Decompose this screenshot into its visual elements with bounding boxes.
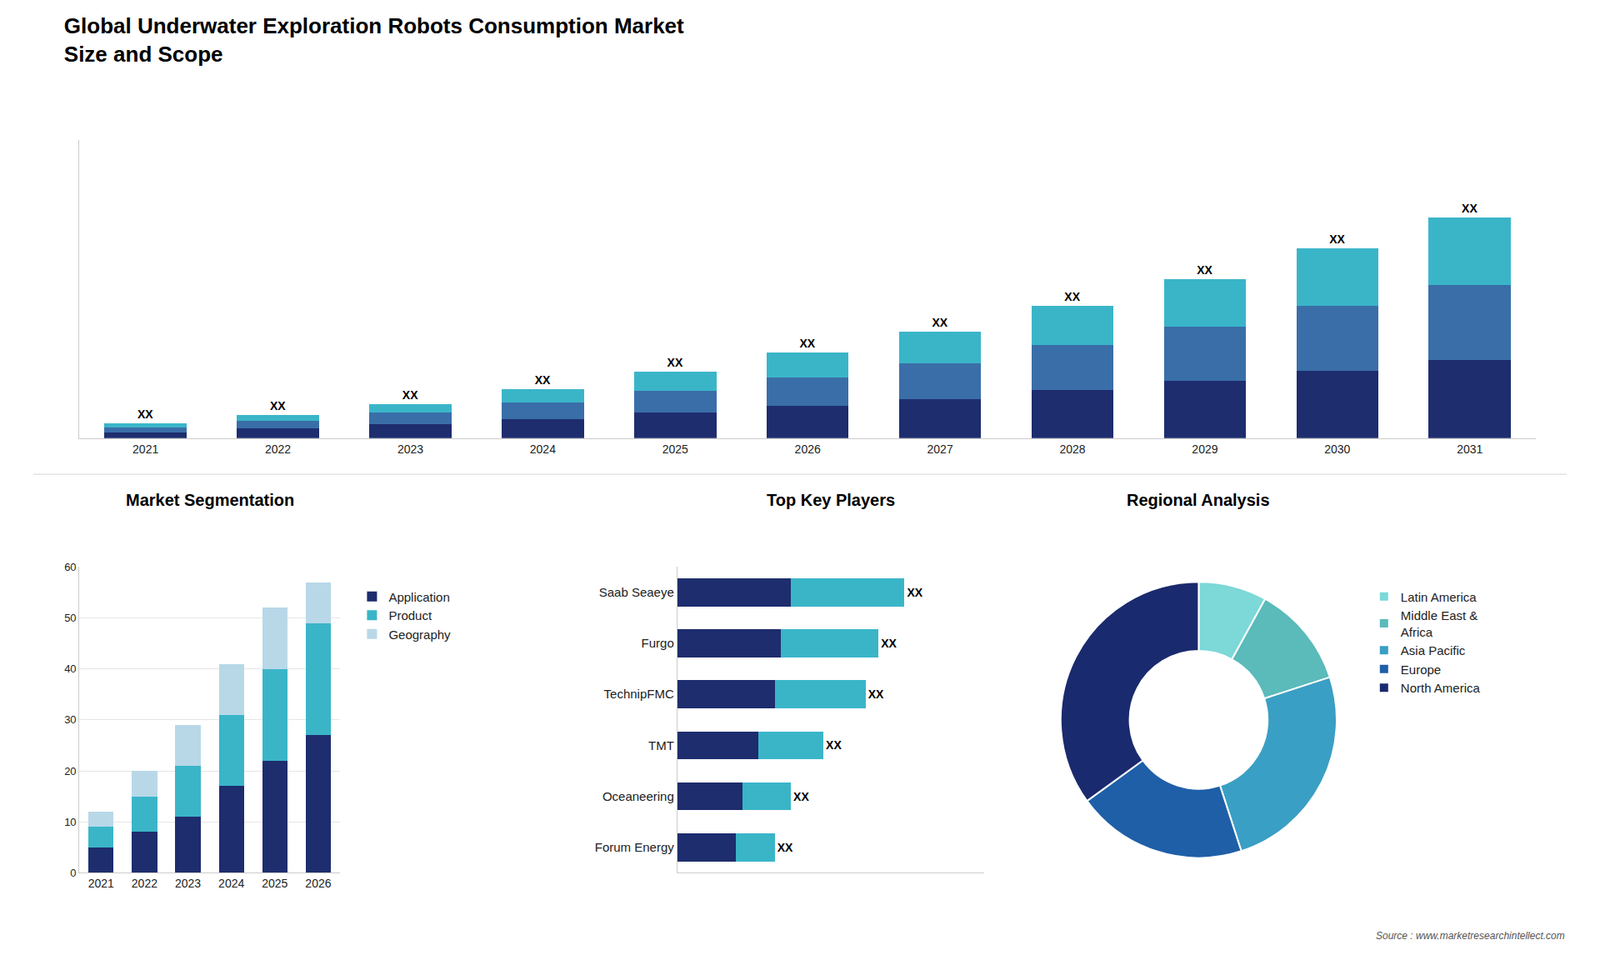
svg-text:Europe: Europe bbox=[1400, 662, 1441, 677]
svg-text:Furgo: Furgo bbox=[641, 635, 675, 650]
svg-text:2031: 2031 bbox=[1456, 442, 1483, 456]
svg-text:TechnipFMC: TechnipFMC bbox=[604, 686, 675, 701]
svg-text:Source : www.marketresearchint: Source : www.marketresearchintellect.com bbox=[1375, 930, 1565, 942]
svg-text:2023: 2023 bbox=[397, 442, 424, 456]
svg-text:Market Segmentation: Market Segmentation bbox=[125, 490, 295, 510]
svg-text:50: 50 bbox=[64, 611, 76, 625]
svg-text:2024: 2024 bbox=[218, 876, 245, 890]
svg-text:2021: 2021 bbox=[132, 442, 159, 456]
svg-text:XX: XX bbox=[793, 790, 810, 804]
svg-text:Global Underwater Exploration: Global Underwater Exploration Robots Con… bbox=[64, 13, 685, 67]
svg-text:TMT: TMT bbox=[648, 738, 675, 753]
svg-text:XX: XX bbox=[825, 738, 842, 752]
svg-text:Latin America: Latin America bbox=[1400, 590, 1478, 605]
svg-text:2022: 2022 bbox=[265, 442, 291, 456]
svg-text:2025: 2025 bbox=[662, 442, 689, 456]
svg-text:XX: XX bbox=[1196, 263, 1213, 277]
svg-text:Application: Application bbox=[388, 590, 450, 605]
svg-text:XX: XX bbox=[402, 388, 419, 402]
svg-text:30: 30 bbox=[64, 713, 76, 726]
svg-text:Product: Product bbox=[388, 608, 433, 623]
svg-text:2023: 2023 bbox=[175, 876, 201, 890]
svg-text:2026: 2026 bbox=[795, 442, 821, 456]
svg-text:2021: 2021 bbox=[88, 876, 115, 890]
svg-text:XX: XX bbox=[1064, 290, 1080, 304]
svg-text:Oceaneering: Oceaneering bbox=[602, 789, 675, 804]
svg-text:Asia Pacific: Asia Pacific bbox=[1400, 643, 1466, 658]
svg-text:XX: XX bbox=[535, 373, 551, 387]
svg-text:Regional Analysis: Regional Analysis bbox=[1126, 490, 1270, 510]
svg-text:XX: XX bbox=[906, 585, 923, 600]
svg-text:Top Key Players: Top Key Players bbox=[766, 490, 895, 510]
svg-text:XX: XX bbox=[1461, 201, 1478, 215]
svg-text:2030: 2030 bbox=[1324, 442, 1350, 456]
svg-text:2027: 2027 bbox=[927, 442, 954, 456]
svg-text:2029: 2029 bbox=[1191, 442, 1218, 456]
svg-text:0: 0 bbox=[70, 866, 76, 880]
svg-text:XX: XX bbox=[1329, 232, 1345, 246]
svg-text:North America: North America bbox=[1400, 680, 1481, 695]
svg-text:XX: XX bbox=[270, 399, 286, 413]
svg-text:XX: XX bbox=[931, 315, 948, 330]
svg-text:20: 20 bbox=[64, 765, 76, 778]
svg-text:10: 10 bbox=[64, 815, 76, 829]
svg-text:60: 60 bbox=[64, 560, 76, 574]
svg-text:XX: XX bbox=[868, 687, 885, 701]
svg-text:XX: XX bbox=[777, 840, 794, 855]
svg-text:Saab Seaeye: Saab Seaeye bbox=[599, 585, 675, 600]
svg-text:2026: 2026 bbox=[305, 876, 331, 890]
svg-text:XX: XX bbox=[667, 355, 684, 370]
svg-text:Geography: Geography bbox=[388, 627, 451, 642]
svg-text:XX: XX bbox=[800, 336, 816, 350]
svg-text:XX: XX bbox=[137, 407, 154, 421]
svg-text:2022: 2022 bbox=[131, 876, 158, 890]
svg-text:2025: 2025 bbox=[261, 876, 288, 890]
svg-text:2024: 2024 bbox=[530, 442, 556, 456]
svg-text:Forum Energy: Forum Energy bbox=[595, 840, 675, 855]
svg-text:XX: XX bbox=[880, 636, 897, 650]
svg-text:40: 40 bbox=[64, 662, 76, 675]
svg-text:Middle East &Africa: Middle East &Africa bbox=[1400, 608, 1479, 640]
svg-text:2028: 2028 bbox=[1059, 442, 1085, 456]
